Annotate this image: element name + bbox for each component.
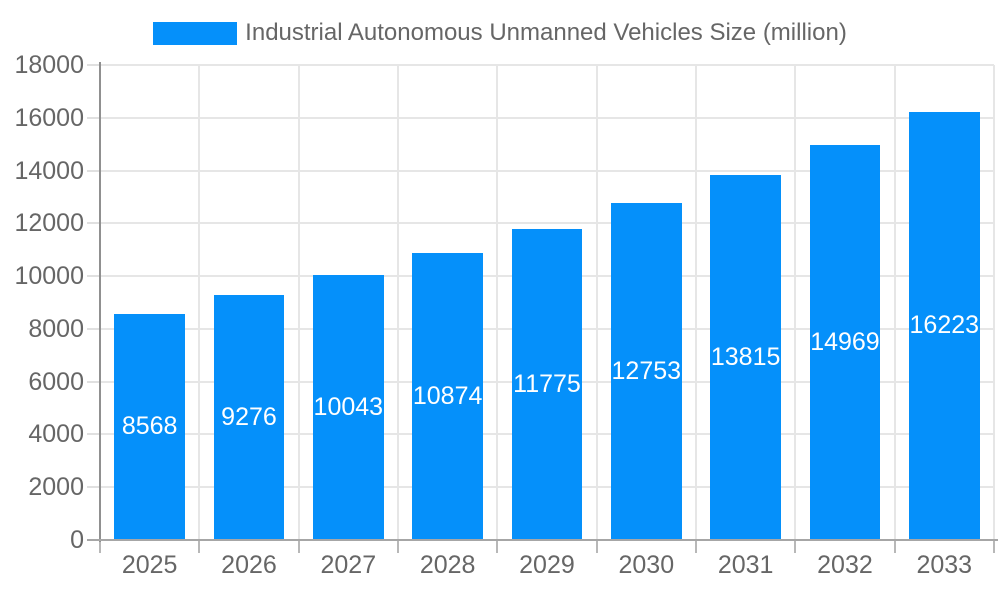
- v-gridline: [496, 65, 499, 540]
- x-axis-tick: [198, 540, 201, 553]
- legend-swatch: [153, 21, 238, 45]
- y-tick-label: 14000: [14, 156, 84, 185]
- y-tick-label: 8000: [28, 314, 84, 343]
- x-axis-tick: [297, 540, 300, 553]
- y-axis-tick: [87, 486, 100, 489]
- legend-label: Industrial Autonomous Unmanned Vehicles …: [245, 19, 847, 46]
- bar-value-label: 10043: [313, 392, 384, 421]
- x-tick-label: 2032: [817, 551, 873, 579]
- plot-area: 8568 9276 10043 10874 11775 12753 13815 14969 16…: [87, 64, 995, 553]
- v-gridline: [993, 65, 995, 540]
- x-axis-tick: [396, 540, 399, 553]
- bar-2030: 12753: [611, 203, 682, 540]
- x-tick-label: 2029: [519, 551, 575, 579]
- x-tick-label: 2026: [221, 551, 277, 579]
- y-tick-label: 10000: [14, 262, 84, 291]
- h-gridline: [100, 169, 994, 172]
- x-axis-tick: [595, 540, 598, 553]
- v-gridline: [694, 65, 697, 540]
- x-axis-line: [87, 539, 998, 541]
- bar-value-label: 16223: [909, 311, 980, 340]
- bar-cell-2025: 8568: [100, 65, 199, 540]
- h-gridline: [100, 222, 994, 225]
- bar-cell-2027: 10043: [299, 65, 398, 540]
- bar-2027: 10043: [313, 274, 384, 540]
- y-axis-tick: [87, 169, 100, 172]
- x-tick-label: 2028: [419, 551, 476, 579]
- y-tick-label: 12000: [14, 209, 84, 238]
- y-tick-label: 2000: [28, 473, 84, 502]
- y-tick-label: 0: [70, 526, 84, 554]
- bar-2029: 11775: [511, 229, 583, 540]
- bar-cell-2026: 9276: [199, 65, 298, 540]
- v-gridline: [297, 65, 300, 540]
- bar-value-label: 14969: [810, 328, 880, 356]
- bar-cell-2032: 14969: [795, 65, 894, 540]
- bar-series: 8568 9276 10043 10874 11775 12753 13815 14969 16…: [100, 65, 994, 540]
- y-axis-tick: [87, 116, 100, 119]
- x-tick-label: 2031: [717, 551, 774, 579]
- v-gridline: [198, 65, 201, 540]
- x-axis-tick: [893, 540, 896, 553]
- y-axis-tick: [87, 64, 100, 66]
- bar-cell-2031: 13815: [696, 65, 795, 540]
- x-axis-tick: [694, 540, 697, 553]
- v-gridline: [595, 65, 598, 540]
- x-tick-label: 2027: [320, 551, 377, 579]
- y-tick-label: 4000: [28, 420, 84, 449]
- legend: Industrial Autonomous Unmanned Vehicles …: [0, 18, 1000, 48]
- bar-2025: 8568: [114, 313, 185, 540]
- x-axis-tick: [794, 540, 797, 553]
- y-axis-tick-labels: 0 2000 4000 6000 8000 10000 12000 14000 16000 180…: [0, 51, 84, 554]
- bar-2028: 10874: [412, 253, 483, 540]
- y-tick-label: 18000: [14, 51, 84, 79]
- y-axis-tick: [87, 275, 100, 278]
- bar-value-label: 8568: [121, 412, 178, 441]
- x-axis-tick-labels: 2025 2026 2027 2028 2029 2030 2031 2032 2033: [100, 548, 994, 582]
- y-axis-tick: [87, 222, 100, 225]
- bar-cell-2033: 16223: [895, 65, 994, 540]
- x-axis-tick: [993, 540, 995, 553]
- bar-value-label: 11775: [513, 370, 581, 399]
- x-axis-tick: [496, 540, 499, 553]
- x-tick-label: 2025: [121, 551, 178, 579]
- x-tick-label: 2033: [916, 551, 973, 579]
- y-tick-label: 6000: [28, 367, 84, 396]
- y-axis-tick: [87, 380, 100, 383]
- x-tick-label: 2030: [618, 551, 675, 579]
- v-gridline: [893, 65, 896, 540]
- bar-2026: 9276: [213, 295, 285, 540]
- h-gridline: [100, 64, 994, 66]
- bar-cell-2029: 11775: [497, 65, 596, 540]
- bar-value-label: 10874: [412, 382, 483, 411]
- bar-value-label: 12753: [611, 357, 682, 386]
- v-gridline: [396, 65, 399, 540]
- bar-2032: 14969: [809, 145, 881, 540]
- bar-2031: 13815: [710, 175, 781, 540]
- bar-value-label: 9276: [221, 403, 277, 432]
- h-gridline: [100, 116, 994, 119]
- y-axis-tick: [87, 327, 100, 330]
- bar-cell-2030: 12753: [597, 65, 696, 540]
- y-tick-label: 16000: [14, 103, 84, 132]
- y-axis-tick: [87, 433, 100, 436]
- bar-cell-2028: 10874: [398, 65, 497, 540]
- x-axis-tick: [99, 540, 101, 553]
- y-axis-line: [99, 62, 101, 542]
- bar-value-label: 13815: [710, 343, 781, 372]
- bar-2033: 16223: [909, 111, 980, 540]
- v-gridline: [794, 65, 797, 540]
